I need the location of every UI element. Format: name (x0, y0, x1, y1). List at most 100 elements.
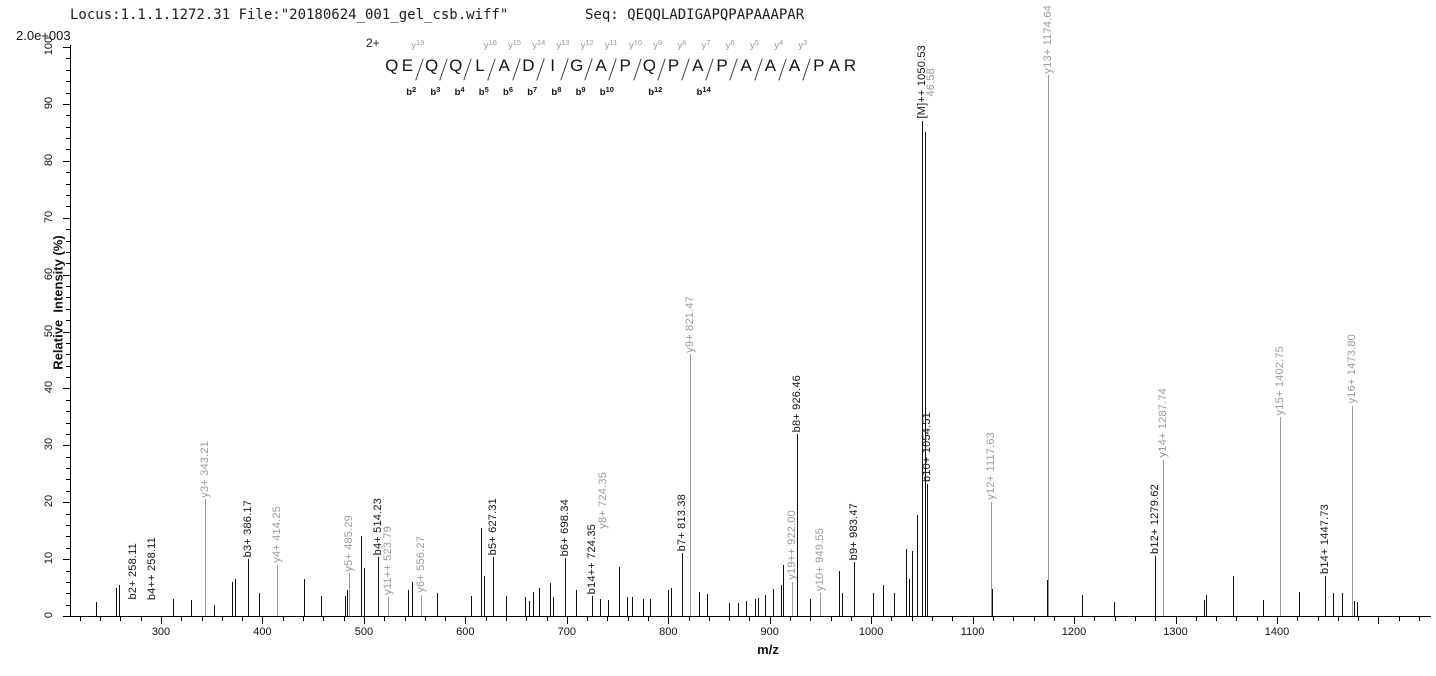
y-major-tick (63, 445, 70, 447)
x-minor-tick (1358, 617, 1360, 621)
peak (738, 602, 740, 616)
x-major-tick (161, 617, 162, 624)
y-minor-tick (66, 581, 70, 583)
peak (922, 121, 924, 616)
residue: G (570, 56, 584, 75)
peak (990, 502, 992, 616)
peak (764, 594, 766, 616)
x-tick-label: 500 (354, 626, 374, 638)
y-major-tick (63, 217, 70, 219)
peak (436, 593, 438, 616)
peak (234, 579, 236, 616)
x-minor-tick (810, 617, 812, 621)
peak (96, 601, 98, 616)
x-major-tick (566, 617, 568, 624)
y-major-tick (63, 559, 70, 561)
y-minor-tick (66, 342, 70, 344)
peak (1262, 600, 1264, 616)
y-axis-line (70, 45, 71, 617)
x-minor-tick (952, 617, 954, 621)
y-minor-tick (66, 513, 70, 515)
peak (783, 564, 785, 616)
y-tick-label: 60 (43, 267, 55, 280)
y-minor-tick (66, 536, 70, 538)
peak (1233, 576, 1235, 616)
x-minor-tick (505, 617, 507, 621)
y-ion-label: y10 (629, 38, 643, 51)
residue: A (788, 56, 801, 75)
seq-value: QEQQLADIGAPQPAPAAAPAR (627, 7, 805, 23)
x-minor-tick (708, 617, 710, 621)
b-ion-label: b12 (648, 85, 663, 98)
y-minor-tick (66, 194, 70, 196)
peak-label: y15+ 1402.75 (1273, 345, 1286, 415)
peak (780, 584, 782, 616)
x-minor-tick (221, 617, 223, 621)
peak-label: y5+ 485.29 (343, 514, 355, 572)
fragment-cut (511, 58, 521, 81)
y-minor-tick (66, 377, 70, 378)
x-minor-tick (850, 617, 852, 621)
residue: P (667, 56, 680, 75)
peak-label: b9+ 983.47 (848, 502, 861, 560)
x-minor-tick (404, 617, 406, 621)
x-minor-tick (242, 617, 244, 621)
peak (1351, 405, 1353, 616)
peak (671, 587, 673, 616)
peak-label: b12+ 1279.62 (1148, 484, 1161, 555)
fragment-cut (656, 58, 666, 81)
peak (690, 354, 691, 616)
y-tick-label: 100 (43, 36, 55, 56)
peak-label: y14+ 1287.74 (1157, 388, 1170, 458)
x-tick-label: 1300 (1163, 626, 1188, 638)
peak-label: y12+ 1117.63 (984, 432, 997, 501)
y-tick-label: 20 (43, 495, 55, 508)
peak (321, 596, 323, 616)
peak (926, 484, 928, 616)
x-major-tick (262, 617, 264, 624)
residue: Q (424, 56, 439, 75)
peak-label: y8+ 724.35 (596, 471, 609, 529)
peak (191, 600, 193, 616)
x-minor-tick (1297, 617, 1299, 621)
x-minor-tick (282, 617, 284, 621)
x-minor-tick (1094, 617, 1096, 621)
header-locus-file: Locus:1.1.1.1272.31 File:"20180624_001_g… (70, 7, 509, 23)
fragment-cut (414, 58, 424, 81)
x-minor-tick (323, 617, 325, 621)
peak (411, 581, 413, 616)
peak-label: y13+ 1174.64 (1042, 4, 1055, 74)
peak (893, 593, 895, 616)
x-minor-tick (1256, 617, 1258, 621)
residue: Q (449, 56, 463, 75)
peak-label: b6+ 698.34 (559, 498, 572, 556)
y-tick-label: 0 (43, 611, 55, 619)
peak (533, 592, 535, 616)
peak (600, 598, 602, 616)
x-minor-tick (1337, 617, 1339, 621)
x-tick-label: 1400 (1264, 626, 1290, 638)
peak-label: b10+ 1054.51 (920, 412, 933, 482)
x-minor-tick (424, 617, 426, 621)
y-ion-label: y16 (483, 38, 497, 51)
peak (347, 590, 349, 616)
peak (1113, 601, 1115, 616)
y-ion-label: y5 (750, 38, 759, 51)
peak-label: b14++ 724.35 (585, 523, 598, 595)
y-minor-tick (66, 399, 70, 401)
peak (729, 602, 731, 616)
y-ion-label: y8 (677, 38, 687, 51)
y-minor-tick (66, 138, 70, 139)
x-minor-tick (100, 617, 102, 621)
peak (746, 600, 748, 616)
fragment-cut (632, 58, 642, 81)
x-minor-tick (1236, 617, 1238, 621)
peak-label: b4++ 258.11 (145, 536, 158, 600)
x-minor-tick (729, 617, 731, 621)
b-ion-label: b3 (430, 85, 441, 98)
peak-label: y4+ 414.25 (270, 506, 283, 563)
peak (1325, 576, 1327, 616)
y-minor-tick (66, 593, 70, 595)
peak (908, 579, 910, 616)
x-tick-label: 900 (760, 626, 779, 638)
